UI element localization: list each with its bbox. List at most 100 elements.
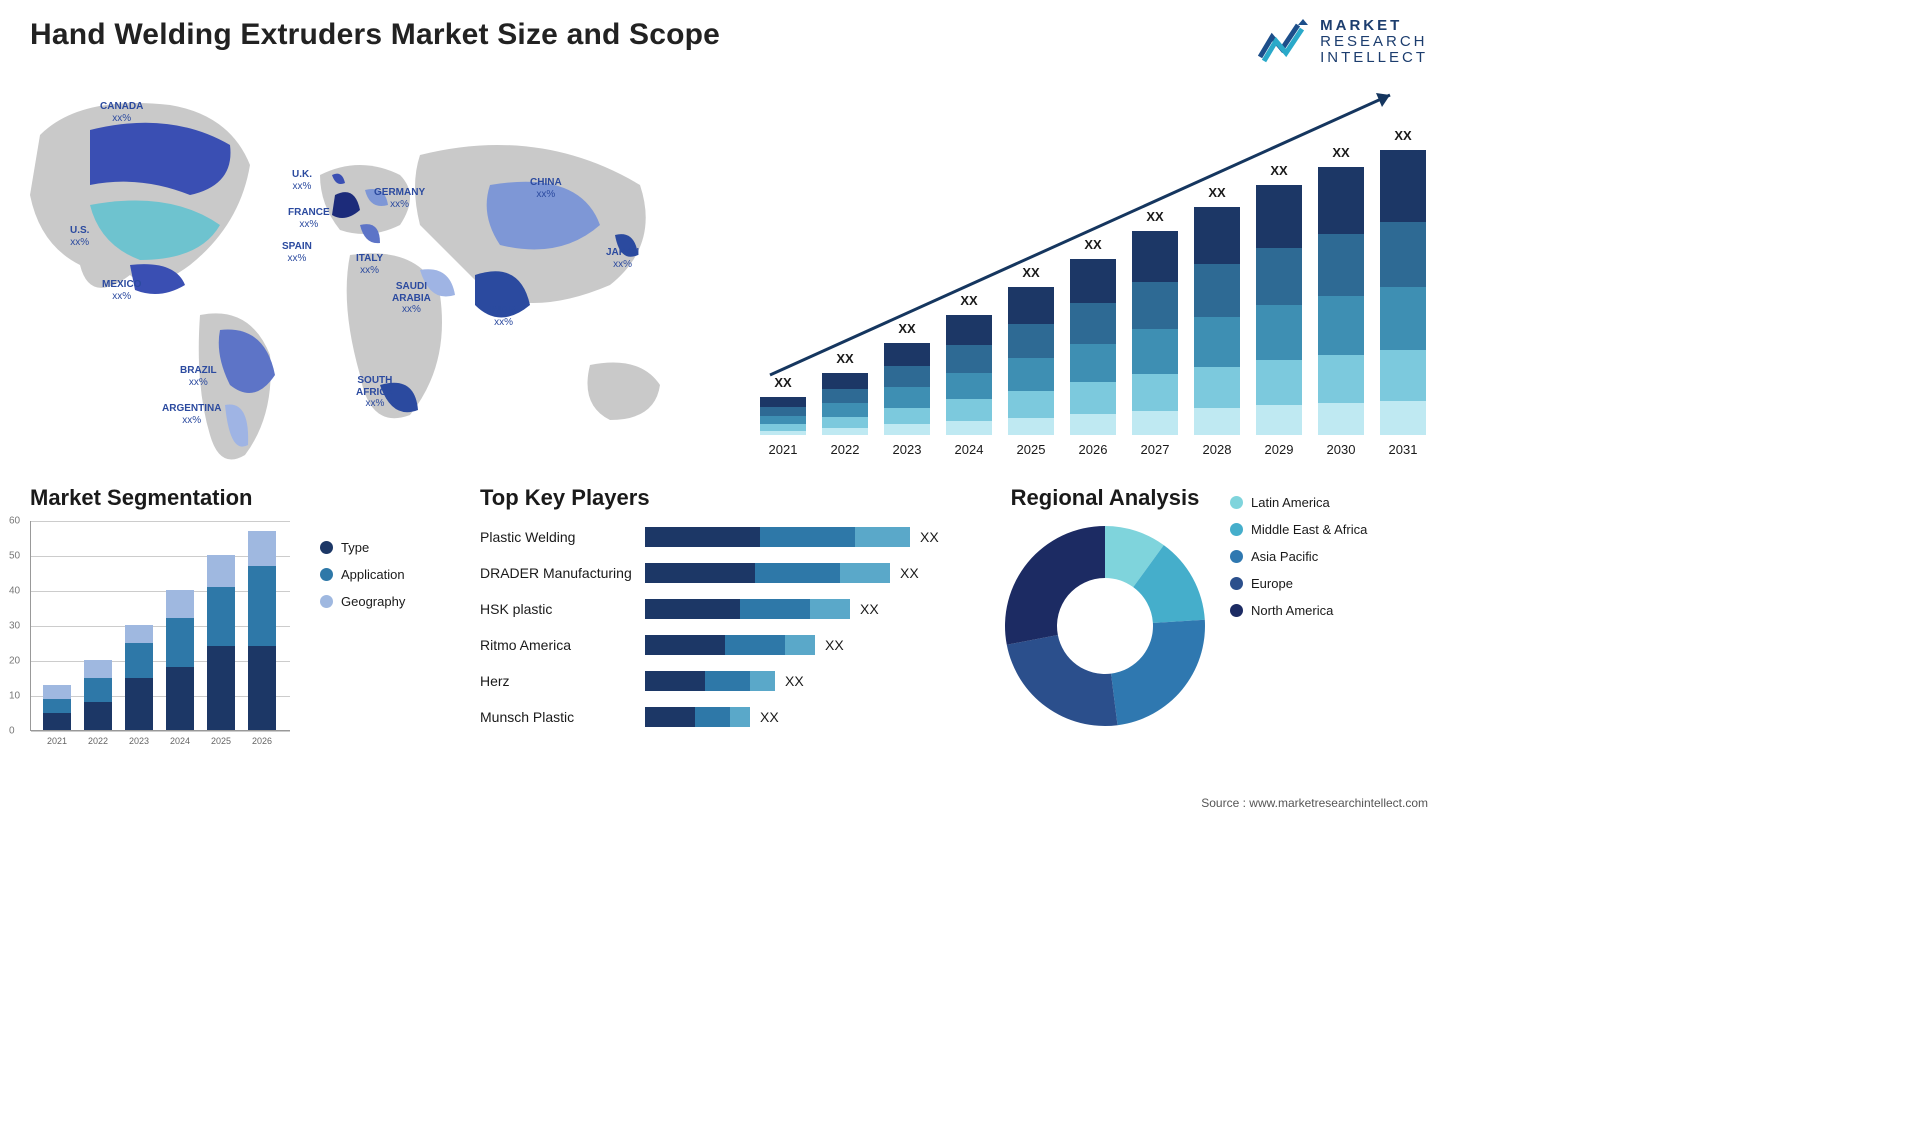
seg-y-tick: 0 bbox=[9, 726, 15, 737]
key-player-bar bbox=[645, 635, 815, 655]
seg-x-label: 2026 bbox=[248, 736, 276, 746]
map-label: INDIAxx% bbox=[490, 305, 517, 328]
seg-y-tick: 60 bbox=[9, 516, 20, 527]
key-player-value: XX bbox=[785, 673, 804, 689]
key-player-name: DRADER Manufacturing bbox=[480, 565, 645, 581]
growth-x-label: 2030 bbox=[1318, 442, 1364, 457]
seg-y-tick: 40 bbox=[9, 586, 20, 597]
map-label: ARGENTINAxx% bbox=[162, 403, 221, 426]
logo-text-3: INTELLECT bbox=[1320, 50, 1428, 66]
seg-y-tick: 30 bbox=[9, 621, 20, 632]
map-label: BRAZILxx% bbox=[180, 365, 217, 388]
key-player-row: HSK plasticXX bbox=[480, 593, 970, 625]
key-players-title: Top Key Players bbox=[480, 485, 970, 511]
segmentation-legend: Type Application Geography bbox=[320, 540, 405, 621]
map-label: U.K.xx% bbox=[292, 169, 312, 192]
segmentation-bar bbox=[207, 555, 235, 730]
key-player-value: XX bbox=[760, 709, 779, 725]
growth-bar: XX bbox=[760, 397, 806, 435]
key-players-panel: Top Key Players Plastic WeldingXX DRADER … bbox=[480, 485, 970, 737]
growth-bar: XX bbox=[1070, 259, 1116, 435]
seg-x-label: 2025 bbox=[207, 736, 235, 746]
map-label: SAUDIARABIAxx% bbox=[392, 281, 431, 316]
source-attribution: Source : www.marketresearchintellect.com bbox=[1201, 796, 1428, 810]
key-player-row: Ritmo America XX bbox=[480, 629, 970, 661]
donut-slice bbox=[1007, 635, 1118, 726]
segmentation-bar bbox=[248, 531, 276, 731]
growth-bar: XX bbox=[822, 373, 868, 435]
key-player-value: XX bbox=[825, 637, 844, 653]
growth-bar: XX bbox=[1380, 150, 1426, 435]
world-map: CANADAxx%U.S.xx%MEXICOxx%BRAZILxx%ARGENT… bbox=[20, 75, 700, 475]
key-player-row: Plastic WeldingXX bbox=[480, 521, 970, 553]
regional-analysis-panel: Regional Analysis Latin America Middle Ea… bbox=[1000, 485, 1428, 737]
growth-x-label: 2025 bbox=[1008, 442, 1054, 457]
regional-donut-chart bbox=[1000, 521, 1210, 731]
key-player-bar bbox=[645, 563, 890, 583]
map-label: CHINAxx% bbox=[530, 177, 562, 200]
growth-bar-label: XX bbox=[1318, 145, 1364, 160]
map-label: CANADAxx% bbox=[100, 101, 143, 124]
seg-x-label: 2023 bbox=[125, 736, 153, 746]
growth-x-label: 2026 bbox=[1070, 442, 1116, 457]
growth-bar-label: XX bbox=[884, 321, 930, 336]
legend-item: Europe bbox=[1230, 576, 1367, 591]
growth-bar: XX bbox=[1194, 207, 1240, 435]
segmentation-bar bbox=[166, 590, 194, 730]
map-label: GERMANYxx% bbox=[374, 187, 425, 210]
logo-text-2: RESEARCH bbox=[1320, 34, 1428, 50]
regional-title: Regional Analysis bbox=[1000, 485, 1210, 511]
growth-bar-label: XX bbox=[760, 375, 806, 390]
growth-x-label: 2027 bbox=[1132, 442, 1178, 457]
map-label: U.S.xx% bbox=[70, 225, 89, 248]
brand-logo: MARKET RESEARCH INTELLECT bbox=[1258, 18, 1428, 65]
donut-slice bbox=[1111, 620, 1205, 725]
legend-item: North America bbox=[1230, 603, 1367, 618]
logo-mark-icon bbox=[1258, 19, 1312, 65]
growth-bar: XX bbox=[946, 315, 992, 435]
growth-x-label: 2028 bbox=[1194, 442, 1240, 457]
growth-x-label: 2031 bbox=[1380, 442, 1426, 457]
legend-item: Application bbox=[320, 567, 405, 582]
legend-item: Middle East & Africa bbox=[1230, 522, 1367, 537]
key-player-name: Munsch Plastic bbox=[480, 709, 645, 725]
key-player-name: Ritmo America bbox=[480, 637, 645, 653]
regional-legend: Latin AmericaMiddle East & AfricaAsia Pa… bbox=[1230, 485, 1367, 737]
growth-x-label: 2022 bbox=[822, 442, 868, 457]
growth-x-label: 2024 bbox=[946, 442, 992, 457]
growth-x-label: 2029 bbox=[1256, 442, 1302, 457]
growth-bar: XX bbox=[1318, 167, 1364, 435]
key-player-row: DRADER ManufacturingXX bbox=[480, 557, 970, 589]
key-players-list: Plastic WeldingXXDRADER ManufacturingXXH… bbox=[480, 521, 970, 733]
key-player-bar bbox=[645, 671, 775, 691]
growth-bar-chart: XXXXXXXXXXXXXXXXXXXXXX 20212022202320242… bbox=[720, 75, 1428, 475]
growth-bar-label: XX bbox=[1070, 237, 1116, 252]
legend-item: Latin America bbox=[1230, 495, 1367, 510]
key-player-bar bbox=[645, 707, 750, 727]
growth-bar: XX bbox=[1256, 185, 1302, 435]
map-label: SPAINxx% bbox=[282, 241, 312, 264]
segmentation-bar bbox=[84, 660, 112, 730]
key-player-name: Herz bbox=[480, 673, 645, 689]
key-player-name: HSK plastic bbox=[480, 601, 645, 617]
segmentation-bar bbox=[43, 685, 71, 731]
segmentation-bar-chart: 0102030405060202120222023202420252026 bbox=[30, 521, 290, 731]
map-label: SOUTHAFRICAxx% bbox=[356, 375, 394, 410]
page-title: Hand Welding Extruders Market Size and S… bbox=[30, 18, 720, 52]
growth-bar: XX bbox=[884, 343, 930, 435]
seg-y-tick: 20 bbox=[9, 656, 20, 667]
map-label: FRANCExx% bbox=[288, 207, 330, 230]
growth-x-label: 2021 bbox=[760, 442, 806, 457]
growth-bar-label: XX bbox=[1132, 209, 1178, 224]
segmentation-title: Market Segmentation bbox=[30, 485, 450, 511]
growth-bar-label: XX bbox=[1380, 128, 1426, 143]
legend-item: Geography bbox=[320, 594, 405, 609]
map-label: JAPANxx% bbox=[606, 247, 639, 270]
legend-item: Type bbox=[320, 540, 405, 555]
growth-bar: XX bbox=[1132, 231, 1178, 435]
logo-text-1: MARKET bbox=[1320, 18, 1428, 34]
map-label: ITALYxx% bbox=[356, 253, 383, 276]
seg-x-label: 2021 bbox=[43, 736, 71, 746]
market-segmentation-panel: Market Segmentation 01020304050602021202… bbox=[30, 485, 450, 737]
seg-x-label: 2024 bbox=[166, 736, 194, 746]
